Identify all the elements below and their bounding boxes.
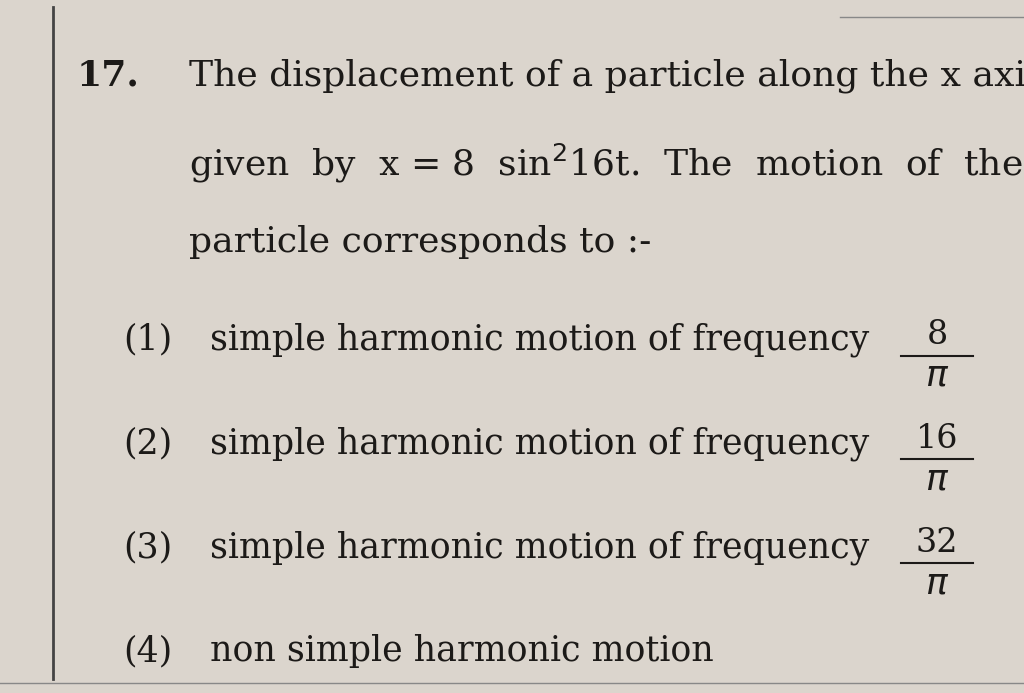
Text: The displacement of a particle along the x axis is: The displacement of a particle along the… <box>189 59 1024 94</box>
Text: 32: 32 <box>915 527 958 559</box>
Text: simple harmonic motion of frequency: simple harmonic motion of frequency <box>210 426 869 461</box>
Text: given  by  x = 8  sin$^2$16t.  The  motion  of  the: given by x = 8 sin$^2$16t. The motion of… <box>189 142 1023 185</box>
Text: 16: 16 <box>915 423 958 455</box>
Text: 17.: 17. <box>77 59 139 93</box>
Text: particle corresponds to :-: particle corresponds to :- <box>189 225 652 259</box>
Text: $\pi$: $\pi$ <box>925 463 949 497</box>
Text: $\pi$: $\pi$ <box>925 567 949 601</box>
Text: $\pi$: $\pi$ <box>925 359 949 393</box>
Text: (4): (4) <box>123 634 172 668</box>
Text: simple harmonic motion of frequency: simple harmonic motion of frequency <box>210 530 869 565</box>
Text: (1): (1) <box>123 322 172 356</box>
Text: non simple harmonic motion: non simple harmonic motion <box>210 634 714 668</box>
Text: (2): (2) <box>123 426 172 460</box>
Text: 8: 8 <box>927 319 947 351</box>
Text: simple harmonic motion of frequency: simple harmonic motion of frequency <box>210 322 869 357</box>
Text: (3): (3) <box>123 530 172 564</box>
